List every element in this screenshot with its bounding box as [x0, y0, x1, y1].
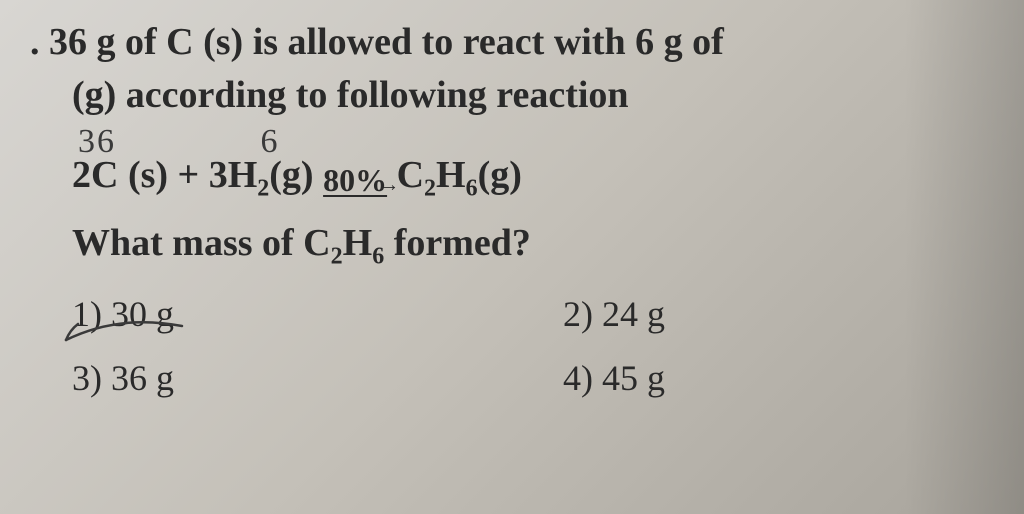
option-3[interactable]: 3) 36 g	[72, 357, 503, 399]
prompt-prefix: What mass of C	[72, 222, 331, 264]
reactant2-coef: 3H	[209, 154, 258, 196]
reaction-arrow: 80%→	[323, 157, 387, 201]
option-4-text: 4) 45 g	[563, 358, 665, 398]
reactant2-state: (g)	[269, 154, 323, 196]
reactant2-sub: 2	[257, 176, 269, 202]
option-3-text: 3) 36 g	[72, 358, 174, 398]
prompt-sub2: 6	[372, 244, 384, 270]
option-1-text: 1) 30 g	[72, 294, 174, 334]
prompt-suffix: formed?	[384, 222, 531, 264]
reactant1-state: (s) +	[118, 154, 208, 196]
option-4[interactable]: 4) 45 g	[563, 357, 994, 399]
chemical-equation: 2C (s) + 3H2(g) 80%→ C2H6(g)	[30, 153, 994, 203]
options-grid: 1) 30 g 2) 24 g 3) 36 g 4) 45 g	[30, 293, 994, 399]
arrow-head-icon: →	[379, 174, 399, 197]
option-1[interactable]: 1) 30 g	[72, 293, 503, 335]
arrow-percent: 80%	[323, 162, 387, 198]
product-sub1: 2	[424, 176, 436, 202]
product-state: (g)	[478, 154, 522, 196]
product-sub2: 6	[466, 176, 478, 202]
prompt-sub1: 2	[331, 244, 343, 270]
option-2-text: 2) 24 g	[563, 294, 665, 334]
question-prompt: What mass of C2H6 formed?	[30, 221, 994, 271]
option-2[interactable]: 2) 24 g	[563, 293, 994, 335]
prompt-mid: H	[343, 222, 373, 264]
reactant1-coef: 2C	[72, 154, 118, 196]
question-text-line1: . 36 g of C (s) is allowed to react with…	[30, 18, 994, 67]
question-text-line2: (g) according to following reaction	[30, 71, 994, 120]
product-mid: H	[436, 154, 466, 196]
